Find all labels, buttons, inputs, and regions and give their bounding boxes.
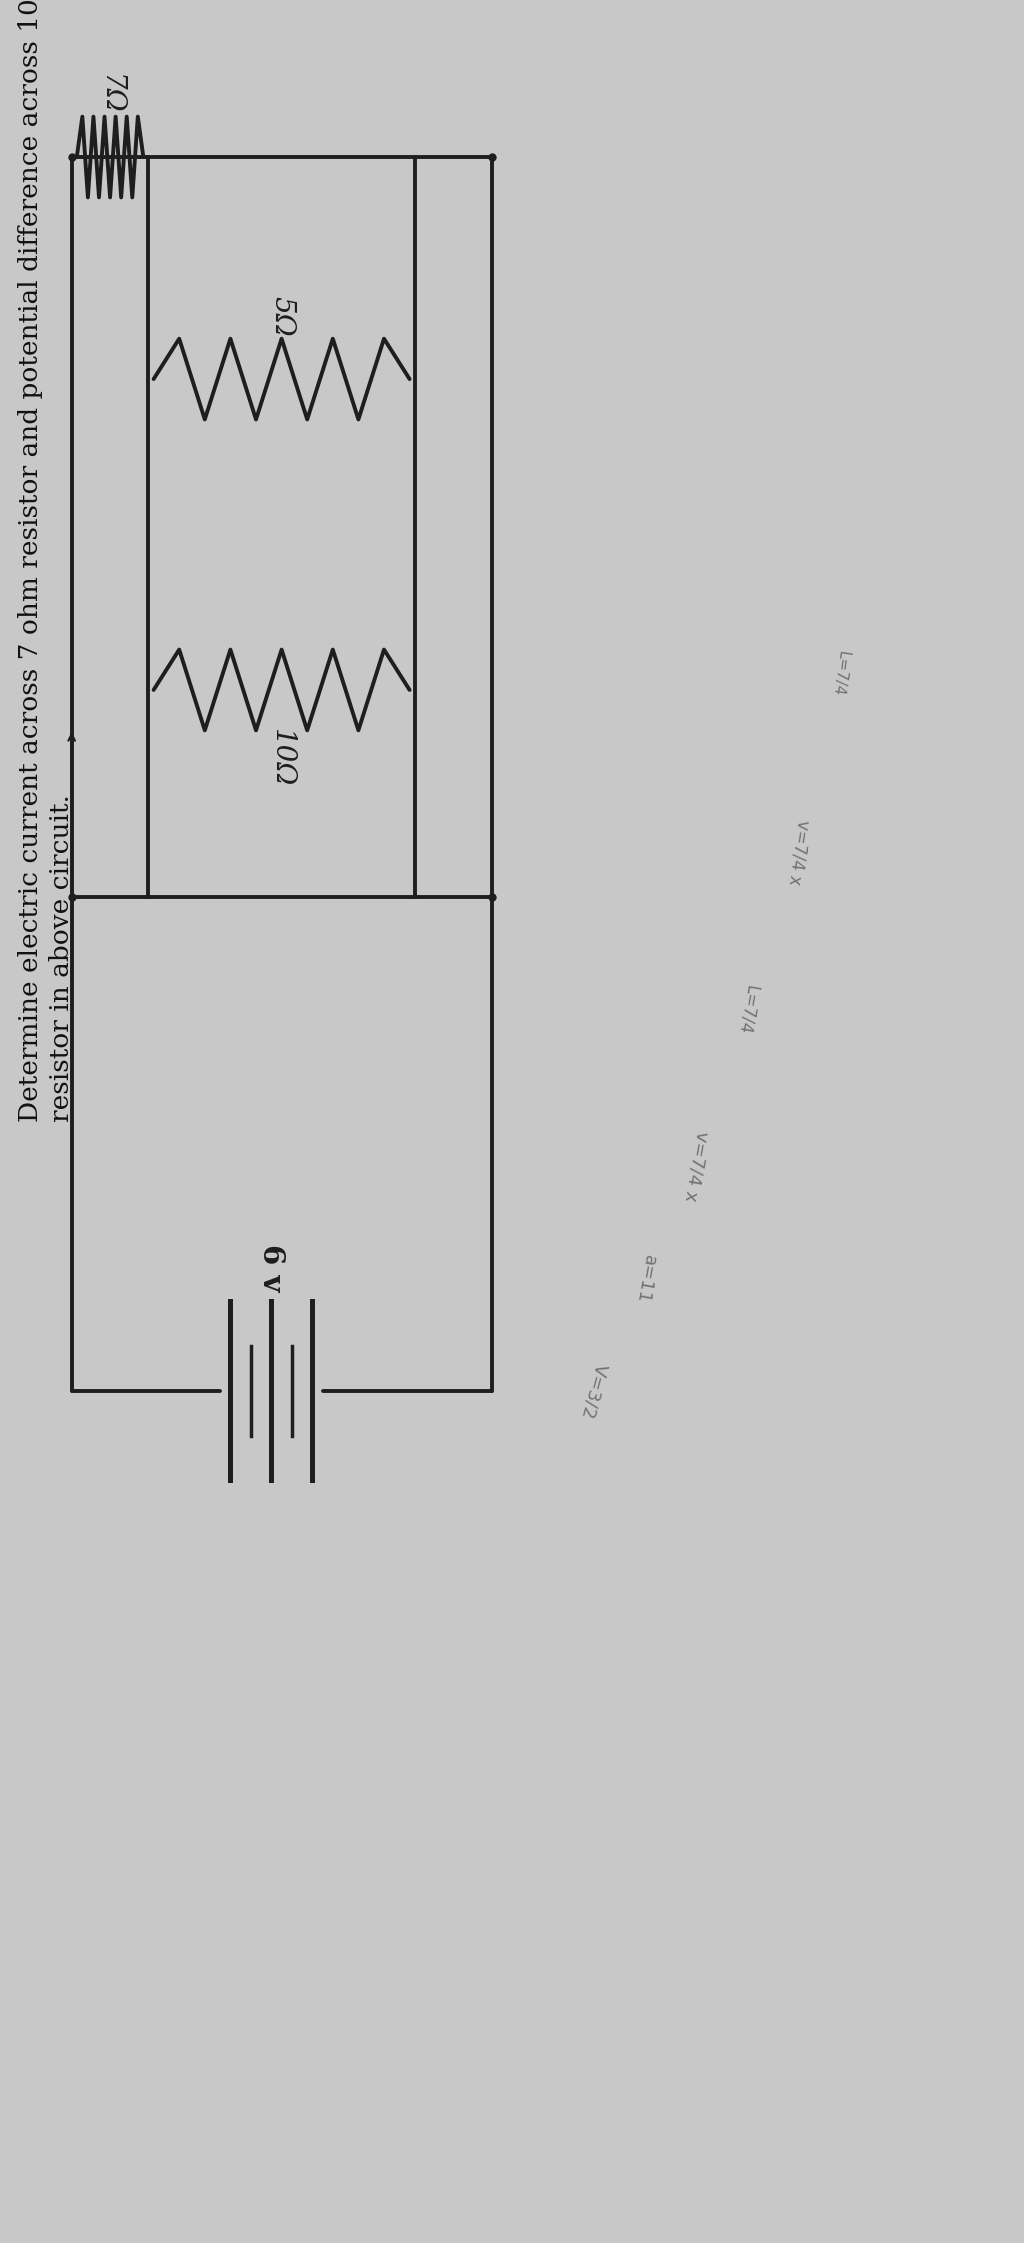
Text: v=7/4 x: v=7/4 x xyxy=(785,819,812,886)
Text: 10Ω: 10Ω xyxy=(268,729,295,787)
Text: v=7/4 x: v=7/4 x xyxy=(681,1130,712,1202)
Text: 5Ω: 5Ω xyxy=(268,296,295,336)
Text: a=11: a=11 xyxy=(632,1254,658,1303)
Text: resistor in above circuit.: resistor in above circuit. xyxy=(49,794,74,1122)
Text: L=7/4: L=7/4 xyxy=(734,982,761,1036)
Text: 6 v: 6 v xyxy=(257,1243,286,1292)
Text: L=7/4: L=7/4 xyxy=(829,648,850,698)
Text: V=3/2: V=3/2 xyxy=(578,1362,610,1420)
Text: Determine electric current across 7 ohm resistor and potential difference across: Determine electric current across 7 ohm … xyxy=(18,0,43,1122)
Text: 7Ω: 7Ω xyxy=(96,74,124,114)
